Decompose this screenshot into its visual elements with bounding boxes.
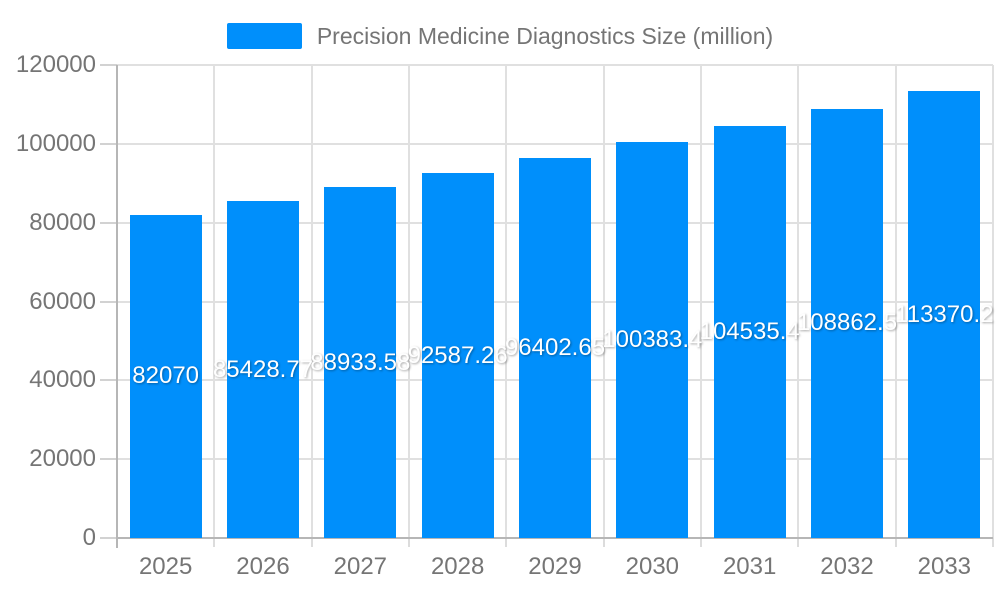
bar-2026[interactable] xyxy=(227,201,299,538)
x-axis-label: 2030 xyxy=(625,553,680,580)
bar-2031[interactable] xyxy=(713,125,786,538)
x-axis-tick xyxy=(213,538,216,547)
x-axis-tick xyxy=(310,538,313,547)
x-axis-label: 2025 xyxy=(138,553,193,580)
bar-2030[interactable] xyxy=(616,142,689,538)
bar-value-label: 100383.4 xyxy=(602,326,703,354)
y-axis-label: 60000 xyxy=(29,287,96,315)
x-gridline xyxy=(700,65,702,538)
y-axis-label: 100000 xyxy=(15,129,96,157)
x-gridline xyxy=(310,65,313,538)
x-axis-label: 2026 xyxy=(236,553,290,580)
x-axis-label: 2029 xyxy=(528,553,582,580)
x-gridline xyxy=(505,65,508,538)
bar-2028[interactable] xyxy=(421,173,494,538)
bar-value-label: 113370.2 xyxy=(895,300,994,328)
y-axis-tick xyxy=(100,64,117,66)
bar-2027[interactable] xyxy=(324,187,397,538)
bar-2033[interactable] xyxy=(908,91,981,538)
bar-value-label: 96402.65 xyxy=(504,334,606,361)
y-axis-line xyxy=(116,65,118,548)
x-axis-tick xyxy=(408,538,410,547)
x-axis-label: 2028 xyxy=(430,553,485,580)
x-axis-tick xyxy=(797,538,800,547)
x-gridline xyxy=(408,65,410,538)
y-axis-tick xyxy=(100,458,117,461)
x-axis-tick xyxy=(992,538,994,547)
y-axis-tick xyxy=(100,300,117,303)
x-gridline xyxy=(602,65,605,538)
x-axis-label: 2033 xyxy=(917,553,972,580)
y-axis-tick xyxy=(100,537,117,539)
y-gridline xyxy=(117,64,993,66)
y-axis-label: 80000 xyxy=(29,208,96,236)
bar-value-label: 88933.58 xyxy=(310,348,411,376)
chart-legend[interactable]: Precision Medicine Diagnostics Size (mil… xyxy=(0,21,1000,51)
y-axis-label: 40000 xyxy=(29,366,96,394)
x-axis-label: 2027 xyxy=(333,553,388,580)
x-gridline xyxy=(213,65,216,538)
y-axis-label: 0 xyxy=(82,524,96,551)
y-axis-label: 120000 xyxy=(15,51,96,78)
x-axis-label: 2032 xyxy=(820,553,874,580)
y-axis-label: 20000 xyxy=(29,445,96,473)
x-axis-label: 2031 xyxy=(722,553,777,580)
x-axis-tick xyxy=(602,538,605,547)
bar-2025[interactable] xyxy=(129,214,202,538)
x-gridline xyxy=(992,65,994,538)
bar-value-label: 85428.77 xyxy=(212,355,314,383)
bar-2029[interactable] xyxy=(519,158,591,538)
y-axis-tick xyxy=(100,379,117,382)
bar-value-label: 82070 xyxy=(132,362,200,390)
legend-swatch-icon xyxy=(226,23,302,49)
x-axis-tick xyxy=(700,538,702,547)
bar-value-label: 92587.26 xyxy=(407,341,508,369)
x-axis-tick xyxy=(894,538,897,547)
legend-label: Precision Medicine Diagnostics Size (mil… xyxy=(316,23,774,49)
x-gridline xyxy=(797,65,800,538)
bar-value-label: 108862.5 xyxy=(796,309,898,337)
y-gridline xyxy=(117,142,993,145)
x-gridline xyxy=(894,65,897,538)
bar-value-label: 104535.4 xyxy=(699,317,800,345)
bar-2032[interactable] xyxy=(811,108,883,538)
y-axis-tick xyxy=(100,221,117,224)
x-axis-line xyxy=(117,537,993,539)
x-axis-tick xyxy=(505,538,508,547)
y-axis-tick xyxy=(100,142,117,145)
